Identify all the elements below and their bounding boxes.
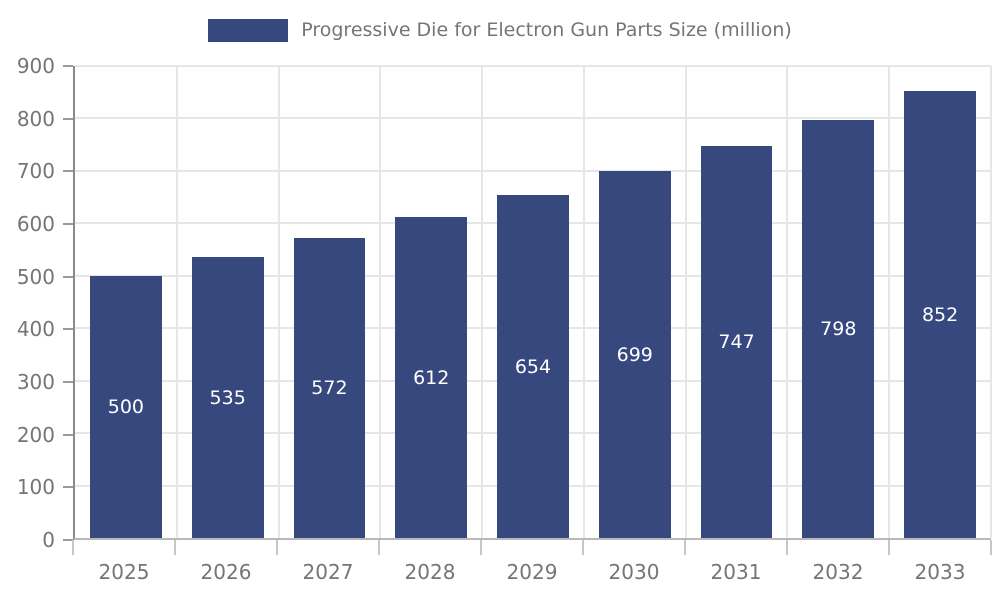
- y-tick-label: 700: [16, 159, 55, 184]
- bar: 699: [598, 171, 671, 538]
- y-tick: [63, 433, 73, 436]
- bar: 852: [904, 91, 977, 538]
- v-gridline: [888, 66, 891, 538]
- x-tick: [480, 540, 482, 555]
- legend-item[interactable]: Progressive Die for Electron Gun Parts S…: [208, 18, 792, 42]
- v-gridline: [684, 66, 687, 538]
- x-tick: [786, 540, 788, 555]
- plot-area: 500 535 572 612 654 699 747 798 852: [73, 65, 992, 540]
- x-tick: [72, 540, 74, 555]
- x-tick-label: 2025: [98, 560, 150, 584]
- bar: 535: [191, 257, 264, 538]
- bar: 747: [700, 146, 773, 538]
- y-tick: [63, 275, 73, 278]
- bar-value-label: 852: [921, 303, 959, 326]
- y-tick-label: 400: [16, 317, 55, 342]
- y-tick: [63, 117, 73, 120]
- v-gridline: [786, 66, 789, 538]
- y-tick-label: 500: [16, 264, 55, 289]
- x-tick-label: 2031: [710, 560, 762, 584]
- x-tick-label: 2027: [302, 560, 354, 584]
- y-tick-label: 800: [16, 106, 55, 131]
- y-tick-label: 0: [42, 528, 55, 552]
- x-tick: [990, 540, 992, 555]
- y-tick-label: 900: [16, 54, 55, 78]
- y-tick: [63, 328, 73, 331]
- y-axis-ticks: [63, 65, 73, 541]
- bar-value-label: 535: [209, 386, 246, 409]
- x-tick-label: 2032: [812, 560, 864, 584]
- bar-value-label: 654: [514, 355, 552, 378]
- bar-value-label: 699: [616, 343, 653, 366]
- bar: 798: [802, 119, 875, 538]
- v-gridline: [990, 66, 992, 538]
- bar: 572: [293, 238, 366, 538]
- v-gridline: [379, 66, 382, 538]
- h-gridline: [75, 169, 991, 172]
- x-tick-label: 2029: [506, 560, 558, 584]
- x-tick-label: 2026: [200, 560, 252, 584]
- bar: 654: [497, 195, 569, 538]
- bar: 500: [89, 275, 162, 538]
- y-tick-label: 200: [16, 422, 55, 447]
- y-tick: [63, 170, 73, 173]
- y-tick-label: 300: [16, 370, 55, 395]
- x-tick: [683, 540, 686, 555]
- x-axis-ticks: [72, 540, 992, 555]
- x-tick-label: 2030: [608, 560, 660, 584]
- x-tick: [174, 540, 176, 555]
- bar-value-label: 500: [107, 395, 144, 418]
- x-axis-labels: 2025 2026 2027 2028 2029 2030 2031 2032 2033: [73, 560, 991, 588]
- h-gridline: [75, 65, 991, 67]
- bar-value-label: 572: [311, 377, 348, 400]
- v-gridline: [481, 66, 484, 538]
- bar-value-label: 798: [820, 317, 857, 340]
- y-tick-label: 600: [16, 212, 55, 237]
- bar-value-label: 612: [413, 366, 450, 389]
- y-tick: [63, 65, 73, 67]
- v-gridline: [175, 66, 178, 538]
- legend-swatch-icon: [208, 18, 289, 42]
- legend-label: Progressive Die for Electron Gun Parts S…: [301, 19, 792, 41]
- v-gridline: [277, 66, 280, 538]
- x-tick: [377, 540, 380, 555]
- v-gridline: [582, 66, 585, 538]
- y-tick: [63, 381, 73, 384]
- bar: 612: [395, 217, 468, 538]
- y-tick-label: 100: [16, 475, 55, 500]
- y-tick: [63, 223, 73, 226]
- y-axis-labels: 0 100 200 300 400 500 600 700 800 900: [0, 56, 55, 550]
- x-tick: [888, 540, 890, 555]
- legend: Progressive Die for Electron Gun Parts S…: [0, 16, 1000, 44]
- y-tick: [63, 539, 73, 541]
- h-gridline: [75, 117, 991, 120]
- bar-value-label: 747: [718, 331, 755, 354]
- y-tick: [63, 486, 73, 489]
- x-tick: [276, 540, 278, 555]
- x-tick: [582, 540, 584, 555]
- x-tick-label: 2028: [404, 560, 456, 584]
- x-tick-label: 2033: [914, 560, 966, 584]
